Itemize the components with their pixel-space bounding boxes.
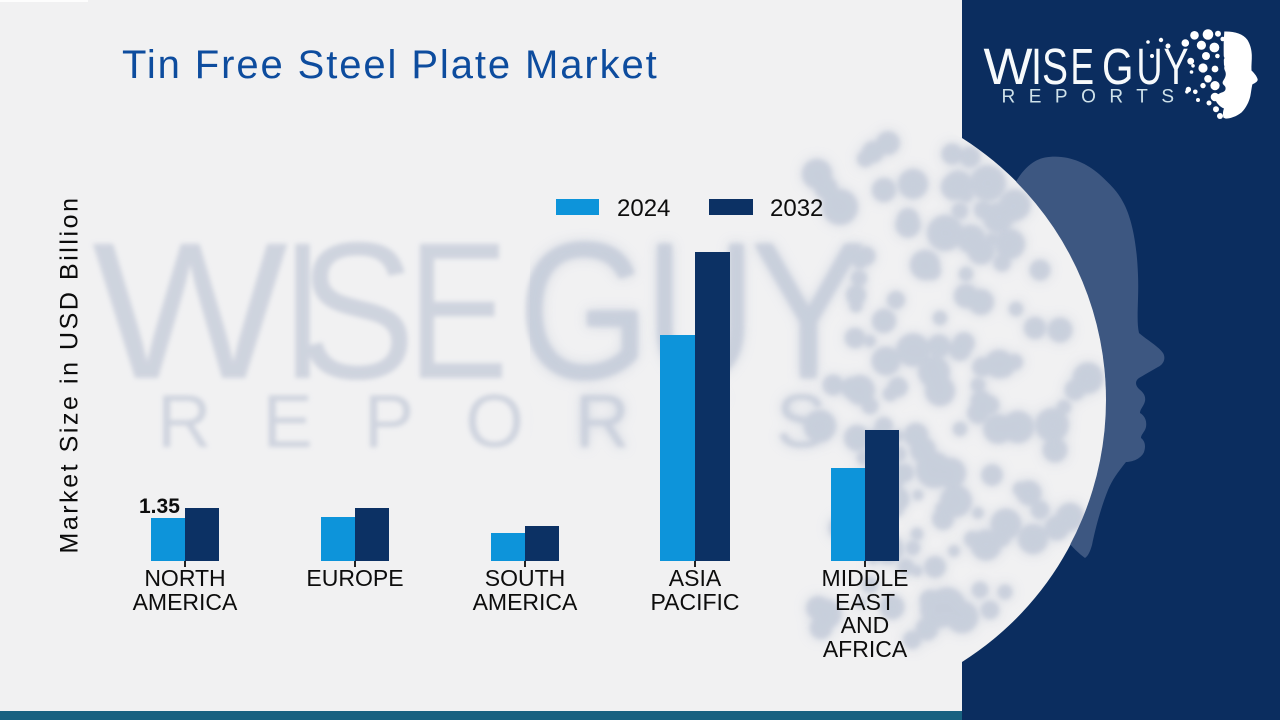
svg-text:REPORTS: REPORTS: [1002, 87, 1188, 108]
svg-text:E: E: [1071, 38, 1095, 95]
svg-text:W: W: [984, 38, 1033, 95]
svg-text:G: G: [1102, 38, 1134, 95]
svg-text:S: S: [1042, 38, 1068, 95]
svg-text:I: I: [1031, 38, 1042, 95]
svg-text:U: U: [1137, 38, 1163, 95]
